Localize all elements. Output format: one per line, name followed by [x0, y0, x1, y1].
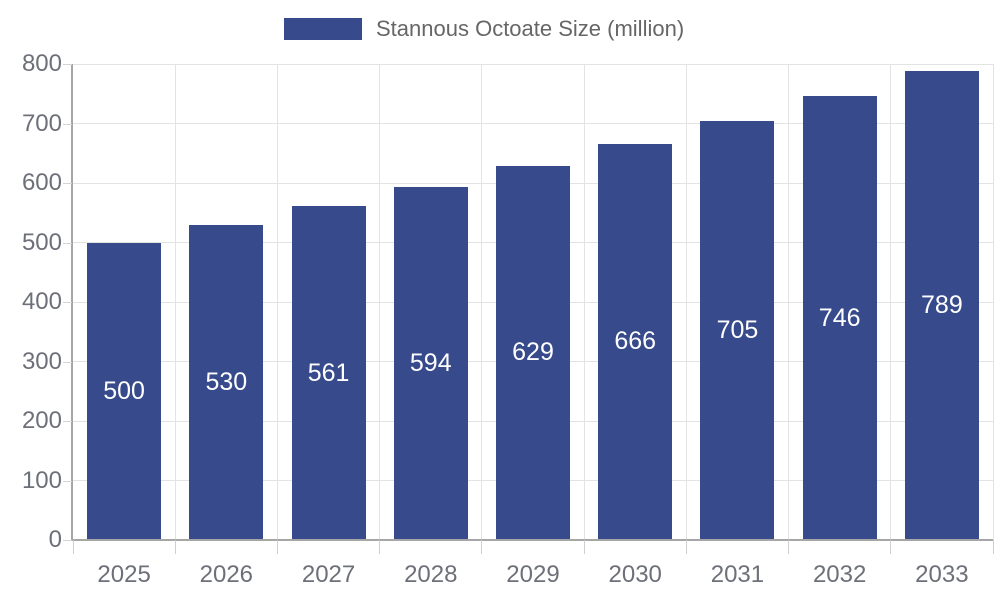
x-axis-tick-label: 2030	[608, 561, 662, 588]
y-tick-mark	[63, 242, 72, 244]
bar-value-label: 594	[409, 348, 452, 377]
bar-2027[interactable]: 561	[291, 206, 366, 540]
x-axis-tick-label: 2026	[199, 561, 254, 588]
x-tick-mark	[379, 540, 381, 554]
y-axis-tick-label: 800	[21, 50, 62, 77]
x-axis-line	[71, 539, 993, 541]
x-tick-mark	[890, 540, 892, 554]
bar-2032[interactable]: 746	[802, 96, 877, 540]
x-axis-tick-label: 2028	[404, 561, 458, 588]
x-axis-tick-label: 2033	[915, 561, 969, 588]
x-tick-mark	[685, 540, 687, 554]
bar-2025[interactable]: 500	[87, 242, 162, 540]
v-gridline	[174, 64, 176, 540]
y-tick-mark	[63, 540, 72, 541]
y-tick-mark	[63, 183, 72, 184]
bar-value-label: 500	[103, 376, 145, 405]
y-tick-mark	[63, 302, 72, 303]
y-tick-mark	[63, 123, 72, 125]
bar-value-label: 705	[716, 315, 759, 344]
x-tick-mark	[72, 540, 74, 554]
y-axis-tick-label: 100	[21, 466, 62, 494]
bar-value-label: 530	[205, 367, 248, 396]
x-axis-tick-label: 2029	[506, 561, 560, 588]
y-tick-mark	[63, 64, 72, 65]
y-axis-tick-label: 500	[21, 228, 62, 256]
plot-area: 500 530 561 594 629 666 705 746 789	[73, 63, 994, 540]
y-tick-mark	[63, 421, 72, 422]
y-axis-tick-label: 700	[21, 109, 62, 137]
y-axis-line	[71, 64, 73, 541]
v-gridline	[379, 64, 381, 540]
bar-2030[interactable]: 666	[598, 143, 673, 540]
bar-value-label: 561	[307, 358, 350, 387]
y-axis-tick-label: 200	[21, 407, 62, 434]
h-gridline	[73, 63, 993, 65]
x-tick-mark	[788, 540, 790, 554]
h-gridline	[73, 123, 993, 124]
bar-2028[interactable]: 594	[393, 186, 468, 540]
y-axis-tick-label: 600	[21, 169, 62, 196]
bar-2031[interactable]: 705	[700, 120, 775, 540]
legend-item[interactable]: Stannous Octoate Size (million)	[284, 16, 684, 42]
bar-2026[interactable]: 530	[189, 224, 264, 540]
x-axis-tick-label: 2032	[812, 561, 867, 588]
v-gridline	[788, 64, 790, 540]
v-gridline	[685, 64, 687, 540]
x-axis-tick-label: 2027	[301, 561, 356, 588]
v-gridline	[992, 64, 994, 540]
y-tick-mark	[63, 480, 72, 482]
y-axis-tick-label: 0	[48, 526, 62, 553]
x-tick-mark	[992, 540, 994, 554]
bar-2033[interactable]: 789	[904, 70, 979, 540]
v-gridline	[276, 64, 278, 540]
v-gridline	[890, 64, 892, 540]
bar-value-label: 746	[818, 303, 861, 332]
bar-value-label: 789	[921, 290, 963, 319]
y-axis-tick-label: 300	[21, 347, 62, 375]
bar-2029[interactable]: 629	[496, 165, 570, 540]
bar-value-label: 666	[614, 327, 657, 356]
v-gridline	[481, 64, 483, 540]
x-tick-mark	[481, 540, 483, 554]
x-axis-tick-label: 2031	[710, 561, 765, 588]
x-axis-tick-label: 2025	[97, 561, 151, 588]
legend-swatch-icon	[284, 18, 362, 40]
v-gridline	[583, 64, 585, 540]
x-tick-mark	[174, 540, 176, 554]
x-tick-mark	[276, 540, 278, 554]
x-tick-mark	[583, 540, 585, 554]
bar-value-label: 629	[512, 338, 554, 367]
y-tick-mark	[63, 361, 72, 363]
y-axis-tick-label: 400	[21, 288, 62, 315]
legend-label: Stannous Octoate Size (million)	[376, 16, 685, 41]
